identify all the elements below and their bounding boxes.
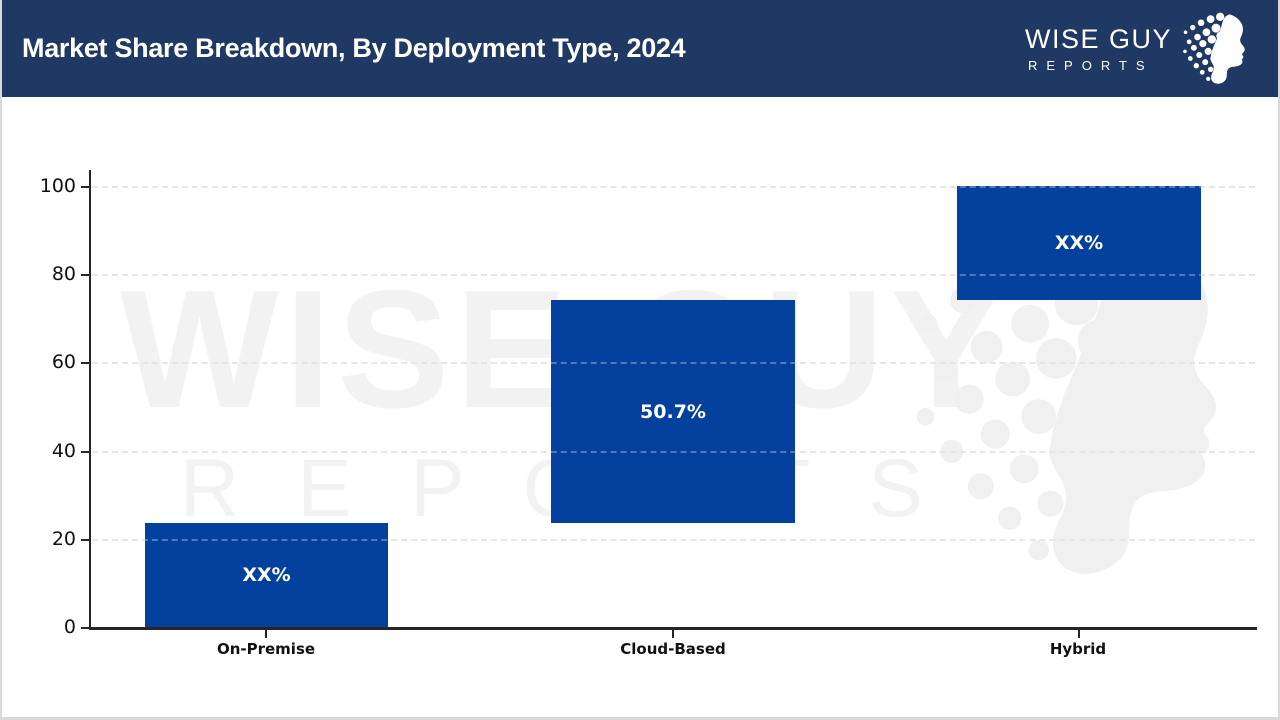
gridline-20 [92, 539, 1255, 541]
gridline-overlay-60 [92, 362, 1255, 364]
brand-face-icon [1183, 12, 1245, 84]
gridline-100 [92, 186, 1255, 188]
bar-value-label: XX% [1054, 232, 1104, 254]
y-tick-mark [81, 186, 90, 188]
y-tick-mark [81, 362, 90, 364]
y-tick-label-100: 100 [39, 175, 76, 197]
brand-logo: WISE GUY REPORTS [1025, 12, 1250, 86]
bar-hybrid: XX% [957, 186, 1201, 300]
y-tick-mark [81, 627, 90, 629]
bar-value-label: XX% [242, 564, 291, 586]
gridline-overlay-100 [92, 186, 1255, 188]
x-tick-label-on-premise: On-Premise [216, 640, 316, 658]
y-tick-mark [81, 451, 90, 453]
brand-text: WISE GUY REPORTS [1024, 23, 1172, 73]
page-title: Market Share Breakdown, By Deployment Ty… [22, 33, 686, 63]
brand-name: WISE GUY [1024, 23, 1172, 54]
x-tick-label-hybrid: Hybrid [1049, 640, 1107, 658]
y-tick-label-20: 20 [51, 528, 76, 550]
gridline-80 [92, 274, 1255, 276]
y-tick-label-80: 80 [51, 263, 76, 285]
x-tick-label-cloud-based: Cloud-Based [620, 640, 726, 658]
y-tick-label-40: 40 [51, 440, 76, 462]
y-tick-label-60: 60 [51, 351, 76, 373]
x-axis-line [89, 627, 1257, 630]
x-tick-mark [1078, 630, 1080, 638]
y-tick-mark [81, 539, 90, 541]
y-tick-label-0: 0 [63, 616, 76, 638]
y-axis-line [89, 170, 91, 629]
gridline-overlay-20 [92, 539, 1255, 541]
y-tick-mark [81, 274, 90, 276]
x-tick-mark [265, 630, 267, 638]
bar-on-premise: XX% [145, 523, 388, 627]
header-bar: Market Share Breakdown, By Deployment Ty… [2, 0, 1278, 97]
bar-value-label: 50.7% [640, 400, 706, 423]
gridline-overlay-80 [92, 274, 1255, 276]
brand-subtitle: REPORTS [1027, 57, 1154, 73]
gridline-overlay-40 [92, 451, 1255, 453]
x-tick-mark [672, 630, 674, 638]
bar-cloud-based: 50.7% [551, 300, 795, 523]
